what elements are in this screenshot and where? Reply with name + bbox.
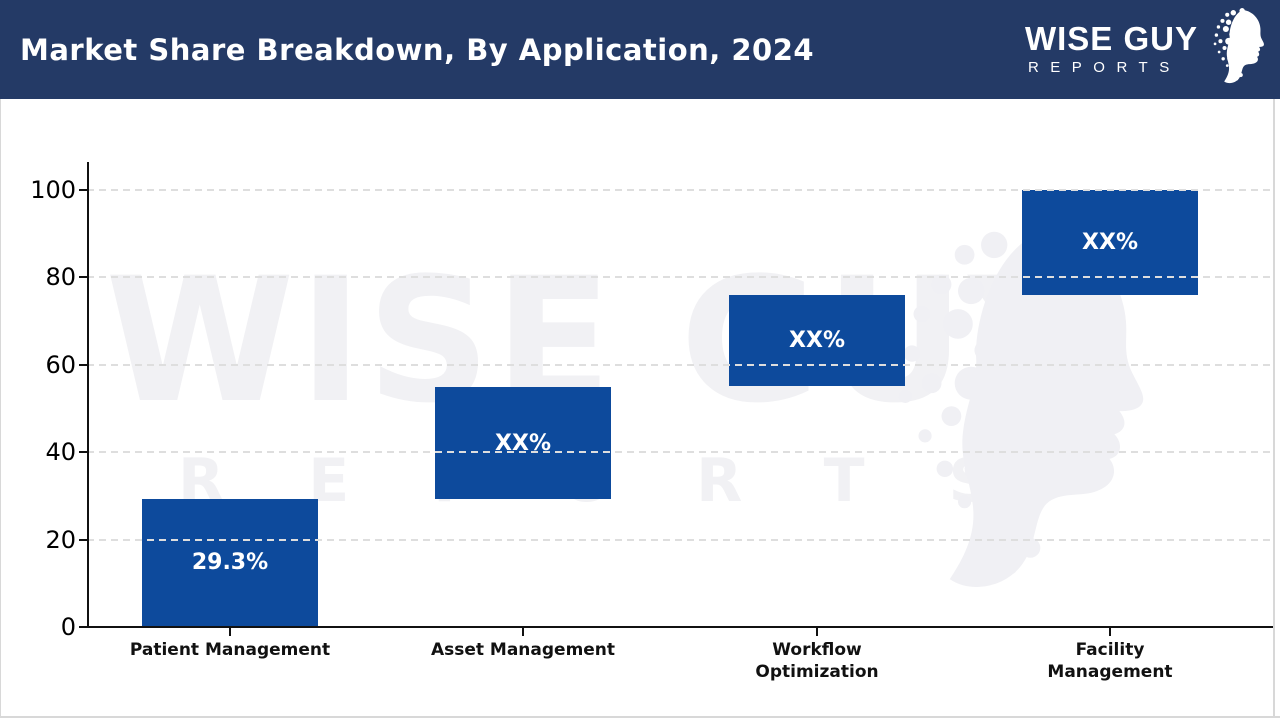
bar-4: XX% bbox=[1022, 189, 1198, 295]
y-tick-mark bbox=[79, 626, 87, 628]
x-tick-mark bbox=[229, 628, 231, 636]
gridline-y40 bbox=[87, 451, 1275, 453]
y-tick-label: 80 bbox=[45, 263, 76, 291]
y-tick-mark bbox=[79, 363, 87, 366]
bar-value-label: 29.3% bbox=[191, 550, 269, 576]
y-tick-label: 0 bbox=[60, 613, 76, 641]
y-tick-mark bbox=[79, 188, 87, 191]
frame-border-left bbox=[0, 99, 1, 718]
wise-guy-logo: WISE GUY REPORTS bbox=[1025, 4, 1268, 96]
y-tick-label: 100 bbox=[30, 175, 76, 204]
logo-subtitle: REPORTS bbox=[1027, 59, 1181, 76]
logo-wordmark: WISE GUY bbox=[1024, 20, 1198, 57]
y-tick-label: 20 bbox=[45, 525, 76, 554]
x-tick-mark bbox=[522, 628, 524, 636]
gridline-y20 bbox=[87, 538, 1275, 541]
bar-value-label: XX% bbox=[789, 328, 845, 354]
y-tick-mark bbox=[79, 538, 87, 541]
logo-head-icon bbox=[1213, 8, 1264, 84]
gridline-y80 bbox=[87, 276, 1275, 278]
x-category-label: Asset Management bbox=[430, 640, 616, 660]
y-tick-mark bbox=[79, 451, 87, 453]
x-tick-mark bbox=[816, 628, 818, 636]
bar-3: XX% bbox=[729, 294, 905, 387]
x-tick-mark bbox=[1109, 628, 1111, 636]
y-tick-mark bbox=[79, 276, 87, 278]
frame-border-right bbox=[1273, 99, 1275, 718]
bar-value-label: XX% bbox=[1082, 229, 1138, 255]
frame-border-bottom bbox=[0, 716, 1280, 718]
page-title: Market Share Breakdown, By Application, … bbox=[20, 33, 815, 67]
y-tick-label: 40 bbox=[45, 438, 76, 466]
header-bar: Market Share Breakdown, By Application, … bbox=[0, 0, 1280, 99]
gridline-y60 bbox=[87, 363, 1275, 366]
x-category-label: Facility Management bbox=[1047, 640, 1173, 682]
logo-text: WISE GUY REPORTS bbox=[1025, 22, 1198, 78]
watermark-head-icon bbox=[898, 221, 1144, 588]
x-axis-line bbox=[87, 626, 1275, 628]
gridline-y100 bbox=[87, 188, 1275, 191]
x-category-label: Workflow Optimization bbox=[755, 640, 879, 682]
y-tick-label: 60 bbox=[45, 350, 76, 379]
y-axis-line bbox=[87, 162, 89, 628]
x-category-label: Patient Management bbox=[129, 640, 331, 660]
bar-2: XX% bbox=[435, 387, 611, 499]
bar-1: 29.3% bbox=[142, 498, 318, 627]
